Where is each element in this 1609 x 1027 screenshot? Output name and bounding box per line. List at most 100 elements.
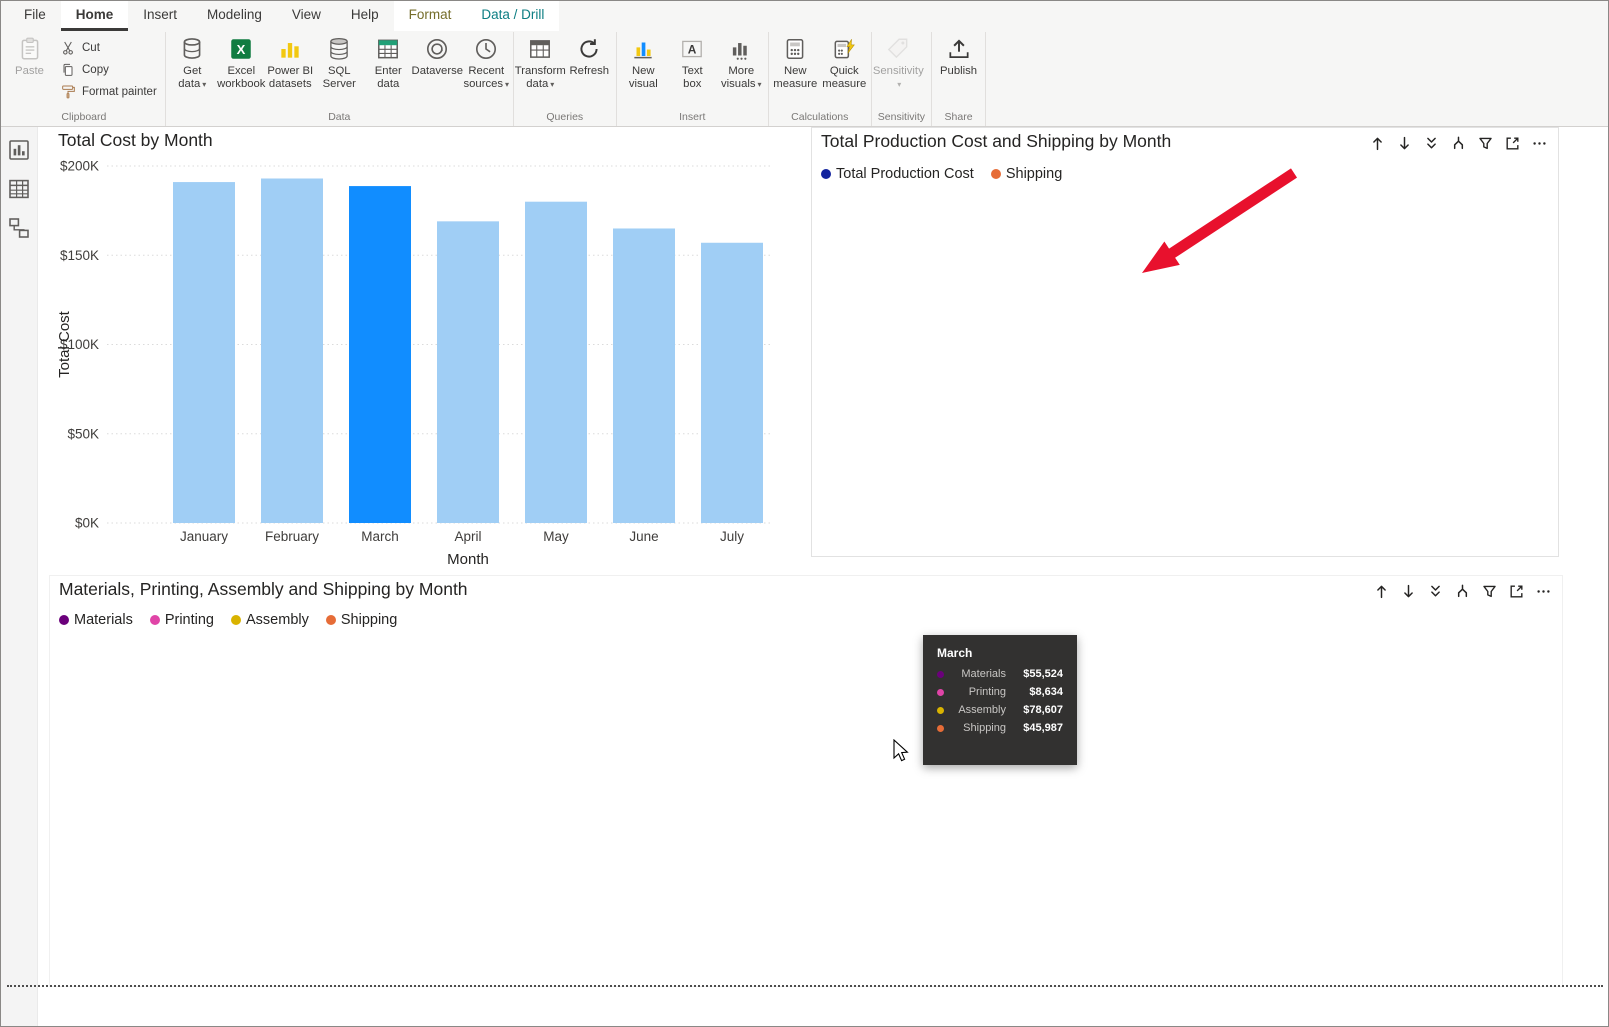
tooltip-series-value: $45,987 <box>1023 722 1063 734</box>
visual-title: Total Production Cost and Shipping by Mo… <box>821 131 1172 151</box>
chart-tooltip: March Materials $55,524 Printing $8,634 Asse… <box>923 635 1077 765</box>
tooltip-series-value: $55,524 <box>1023 668 1063 680</box>
visual-toolbar: $0K$20K$40K$60K$80KMarchMonthMaterials, … <box>1373 583 1552 600</box>
ribbon: File Home Insert Modeling View Help Format Data… <box>1 1 1608 127</box>
legend-item-assembly[interactable]: Assembly <box>231 612 309 628</box>
sidebar-data-view-button[interactable] <box>7 177 31 201</box>
legend-item-shipping[interactable]: Shipping <box>325 612 397 628</box>
legend-label: Assembly <box>246 612 309 628</box>
tab-file[interactable]: File <box>24 7 46 22</box>
ribbon-groups: Paste Cut Copy Format painter Clipboard Get da… <box>1 31 1608 126</box>
svg-text:June: June <box>629 529 658 544</box>
legend-item-printing[interactable]: Printing <box>149 612 214 628</box>
tab-view[interactable]: View <box>291 7 321 22</box>
ribbon-button-new-visual[interactable]: New visual <box>619 32 668 92</box>
format-painter-icon <box>60 84 76 100</box>
drill-up-icon[interactable]: $0K$50K$100K$150KJanuaryFebruaryMarchApr… <box>1369 135 1386 152</box>
ribbon-button-recent-sources[interactable]: Recent sources ▾ <box>462 32 511 92</box>
tooltip-series-label: Materials <box>961 668 1006 680</box>
ribbon-button-get-data[interactable]: Get data ▾ <box>168 32 217 92</box>
button-label: Sensitivity ▾ <box>872 65 924 90</box>
visual-total-cost-by-month[interactable]: Total Cost by Month $0K $50K $100K $150K $20… <box>49 127 805 574</box>
tab-home[interactable]: Home <box>60 1 129 31</box>
legend-dot <box>821 169 831 179</box>
visual-materials-printing-assembly-shipping[interactable]: Materials, Printing, Assembly and Shippi… <box>49 575 1563 987</box>
button-label: Copy <box>82 64 109 76</box>
ribbon-button-copy[interactable]: Copy <box>54 59 163 81</box>
filters-icon[interactable] <box>1481 583 1498 600</box>
sidebar-report-view-button[interactable] <box>7 138 31 162</box>
legend-item-total-production-cost[interactable]: Total Production Cost <box>821 166 974 182</box>
ribbon-button-enter-data[interactable]: Enter data <box>364 32 413 92</box>
ribbon-group-queries: Transform data ▾ Refresh Queries <box>514 32 617 126</box>
drill-down-icon[interactable] <box>1396 135 1413 152</box>
svg-text:May: May <box>543 529 569 544</box>
button-label: Cut <box>82 42 100 54</box>
button-label: Recent sources ▾ <box>463 65 510 91</box>
ribbon-button-dataverse[interactable]: Dataverse <box>412 32 463 78</box>
group-label: Insert <box>679 111 706 123</box>
tooltip-series-value: $8,634 <box>1029 686 1063 698</box>
visual-production-cost-and-shipping[interactable]: Total Production Cost and Shipping by Mo… <box>811 127 1559 557</box>
chevron-down-icon: ▾ <box>897 80 902 90</box>
drill-next-level-icon[interactable] <box>1427 583 1444 600</box>
chevron-down-icon: ▾ <box>202 80 207 90</box>
chart-legend: Total Production Cost Shipping <box>821 166 1062 182</box>
report-canvas[interactable]: Total Cost by Month $0K $50K $100K $150K $20… <box>38 127 1608 1026</box>
ribbon-button-publish[interactable]: Publish <box>934 32 983 78</box>
svg-text:January: January <box>180 529 228 544</box>
ribbon-button-sql-server[interactable]: SQL Server <box>315 32 364 92</box>
expand-all-icon[interactable] <box>1450 135 1467 152</box>
new-measure-icon <box>782 36 808 62</box>
ribbon-group-clipboard: Paste Cut Copy Format painter Clipboard <box>3 32 166 126</box>
group-label: Clipboard <box>61 111 107 123</box>
ribbon-button-refresh[interactable]: Refresh <box>565 32 614 78</box>
tab-modeling[interactable]: Modeling <box>207 7 262 22</box>
visual-title: Materials, Printing, Assembly and Shippi… <box>59 579 468 599</box>
svg-text:A: A <box>688 42 697 56</box>
sidebar-model-view-button[interactable] <box>7 216 31 240</box>
excel-icon: X <box>228 36 254 62</box>
visual-selection-dotted-border <box>7 985 1603 987</box>
tab-format[interactable]: Format <box>393 1 467 31</box>
ribbon-button-transform-data[interactable]: Transform data ▾ <box>515 32 566 92</box>
ribbon-button-power-bi-datasets[interactable]: Power BI datasets <box>266 32 315 92</box>
legend-label: Printing <box>164 612 214 628</box>
series-dot <box>937 724 944 732</box>
expand-all-icon[interactable] <box>1454 583 1471 600</box>
view-sidebar <box>1 127 38 1026</box>
focus-mode-icon[interactable] <box>1508 583 1525 600</box>
legend-item-shipping[interactable]: Shipping <box>990 166 1062 182</box>
tab-insert[interactable]: Insert <box>143 7 178 22</box>
tooltip-series-value: $78,607 <box>1023 704 1063 716</box>
ribbon-button-text-box[interactable]: A Text box <box>668 32 717 92</box>
series-dot <box>937 688 944 696</box>
ribbon-button-cut[interactable]: Cut <box>54 37 163 59</box>
ribbon-button-new-measure[interactable]: New measure <box>771 32 820 92</box>
focus-mode-icon[interactable] <box>1504 135 1521 152</box>
drill-down-icon[interactable] <box>1400 583 1417 600</box>
ribbon-button-format-painter[interactable]: Format painter <box>54 81 163 103</box>
transform-data-icon <box>527 36 553 62</box>
group-label: Calculations <box>791 111 849 123</box>
button-label: Text box <box>681 65 703 91</box>
filters-icon[interactable] <box>1477 135 1494 152</box>
drill-up-icon[interactable]: $0K$20K$40K$60K$80KMarchMonthMaterials, … <box>1373 583 1390 600</box>
legend-item-materials[interactable]: Materials <box>59 612 133 628</box>
dataverse-icon <box>424 36 450 62</box>
ribbon-button-more-visuals[interactable]: More visuals ▾ <box>717 32 766 92</box>
mouse-cursor-icon <box>893 739 909 762</box>
svg-text:February: February <box>265 529 319 544</box>
tab-help[interactable]: Help <box>350 7 379 22</box>
ribbon-button-quick-measure[interactable]: Quick measure <box>820 32 869 92</box>
svg-text:$100K: $100K <box>60 337 99 352</box>
drill-next-level-icon[interactable] <box>1423 135 1440 152</box>
tab-data-drill[interactable]: Data / Drill <box>466 1 560 31</box>
button-label: New visual <box>628 65 658 91</box>
more-options-icon[interactable] <box>1531 135 1548 152</box>
more-visuals-icon <box>728 36 754 62</box>
button-label: Enter data <box>374 65 402 91</box>
more-options-icon[interactable] <box>1535 583 1552 600</box>
ribbon-button-excel-workbook[interactable]: X Excel workbook <box>217 32 266 92</box>
ribbon-tabs: File Home Insert Modeling View Help Format Data… <box>1 1 1608 31</box>
